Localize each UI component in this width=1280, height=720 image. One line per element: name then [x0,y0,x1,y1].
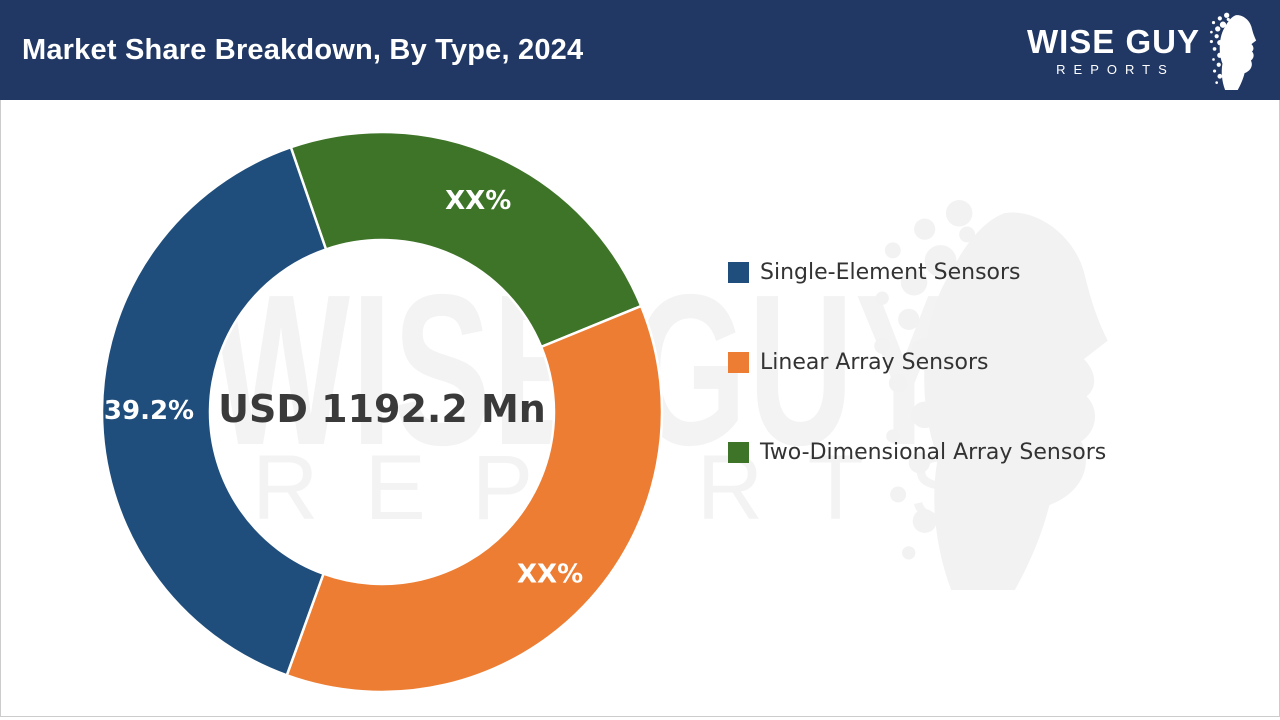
legend-label: Two-Dimensional Array Sensors [760,439,1107,465]
logo-text: WISE GUY REPORTS [1027,25,1200,76]
slice-label: XX% [517,559,583,589]
legend-item-single-element-sensors: Single-Element Sensors [728,259,1106,285]
page-title: Market Share Breakdown, By Type, 2024 [22,33,584,66]
slice-label: XX% [445,186,511,216]
donut-chart: XX% XX% 39.2% [100,130,664,694]
chart-legend: Single-Element Sensors Linear Array Sens… [728,259,1107,531]
legend-label: Single-Element Sensors [760,259,1021,285]
logo-wordmark: WISE GUY [1026,22,1200,60]
donut-slice-single-element-sensors [100,146,328,677]
donut-slice-two-dimensional-array-sensors [289,130,643,349]
legend-swatch-green [728,441,749,463]
logo-subtitle: REPORTS [1056,61,1175,77]
header-bar: Market Share Breakdown, By Type, 2024 WI… [0,0,1280,100]
logo-head-icon [1204,11,1262,90]
donut-slice-linear-array-sensors [285,304,664,694]
legend-item-linear-array-sensors: Linear Array Sensors [728,349,1106,375]
legend-swatch-blue [728,261,749,283]
legend-item-two-dimensional-array-sensors: Two-Dimensional Array Sensors [728,439,1107,465]
slice-label: 39.2% [104,396,194,426]
donut-center-value: USD 1192.2 Mn [218,387,546,431]
wise-guy-reports-logo: WISE GUY REPORTS [1027,11,1262,90]
legend-label: Linear Array Sensors [760,349,989,375]
legend-swatch-orange [728,351,749,373]
